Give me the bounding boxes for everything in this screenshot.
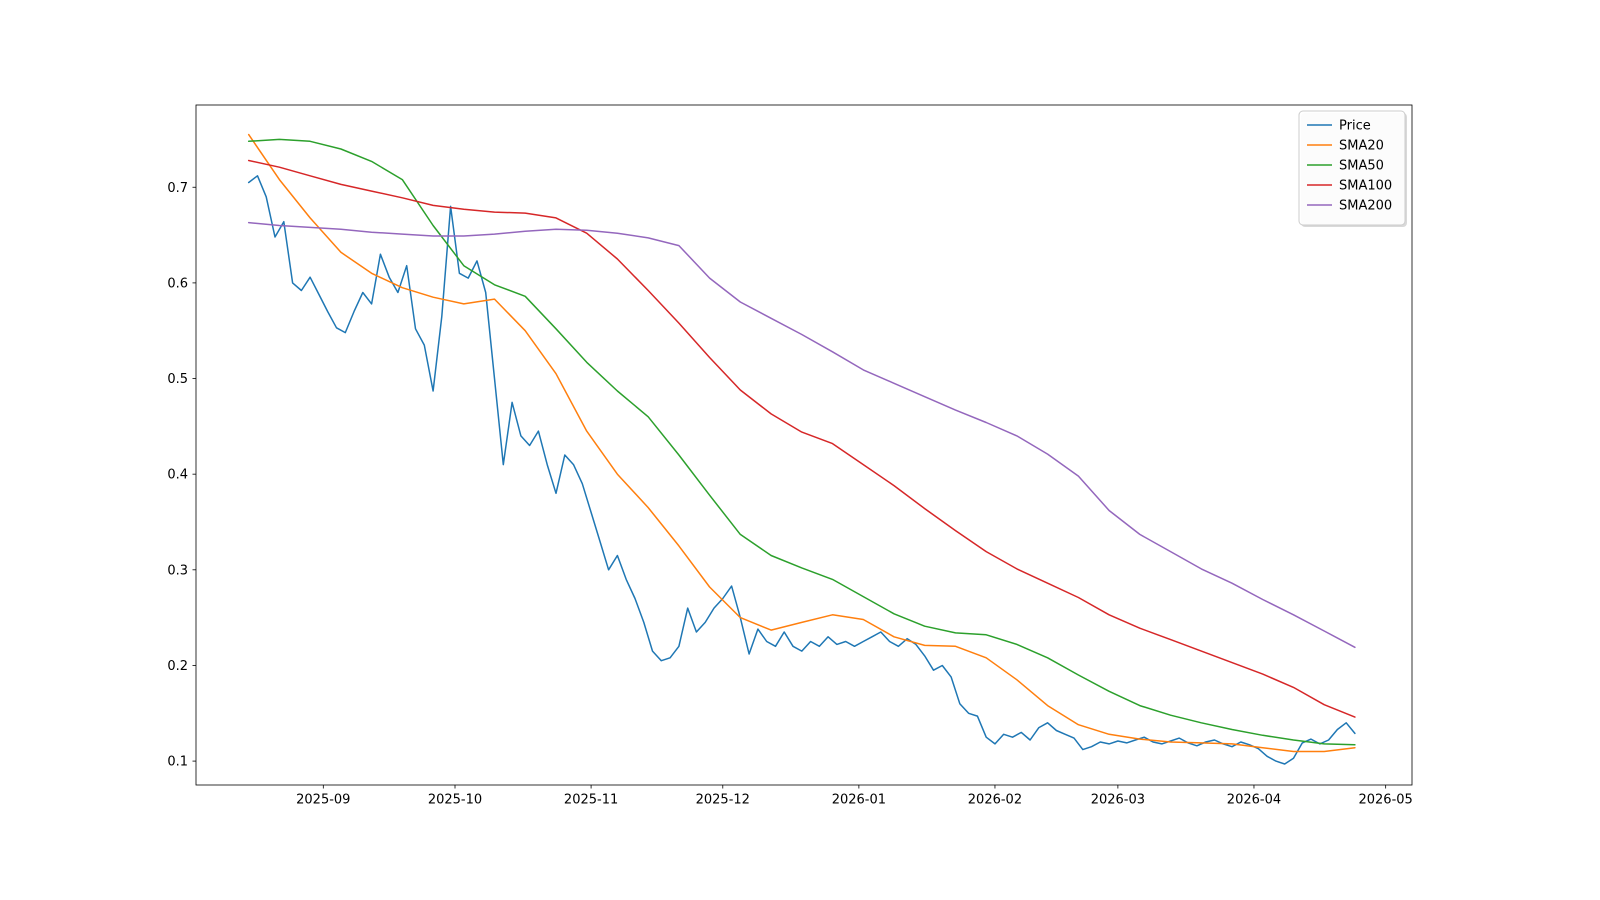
legend-label: SMA20: [1339, 139, 1384, 154]
x-tick-label: 2025-09: [296, 793, 350, 808]
x-tick-label: 2025-10: [428, 793, 482, 808]
y-tick-label: 0.2: [167, 659, 188, 674]
y-tick-label: 0.6: [167, 276, 188, 291]
y-tick-label: 0.3: [167, 563, 188, 578]
plot-area: [195, 104, 1413, 786]
legend-entry-sma20: SMA20: [1307, 139, 1384, 154]
x-tick-label: 2026-01: [832, 793, 886, 808]
legend-entry-price: Price: [1307, 119, 1371, 134]
x-tick-label: 2026-03: [1091, 793, 1145, 808]
series-line-sma50: [247, 138, 1356, 746]
y-tick-label: 0.1: [167, 755, 188, 770]
legend-label: SMA100: [1339, 179, 1392, 194]
x-tick-label: 2026-04: [1227, 793, 1281, 808]
series-line-sma200: [247, 221, 1356, 649]
legend-label: SMA200: [1339, 199, 1392, 214]
x-axis: 2025-09 2025-10 2025-11 2025-12 2026-01 2026-…: [296, 785, 1413, 808]
y-tick-label: 0.4: [167, 468, 188, 483]
legend: Price SMA20 SMA50 SMA100 SMA200: [1298, 110, 1407, 227]
legend-entry-sma200: SMA200: [1307, 199, 1392, 214]
x-tick-label: 2026-02: [968, 793, 1022, 808]
series-line-sma100: [247, 159, 1356, 718]
x-tick-label: 2026-05: [1358, 793, 1412, 808]
series-group: [247, 133, 1356, 765]
series-line-sma20: [247, 133, 1356, 753]
series-line-price: [247, 175, 1356, 765]
axes-spines: [195, 104, 1413, 786]
legend-label: SMA50: [1339, 159, 1384, 174]
y-tick-label: 0.5: [167, 372, 188, 387]
legend-box: [1298, 110, 1406, 226]
y-axis: 0.1 0.2 0.3 0.4 0.5 0.6 0.7: [167, 181, 196, 770]
legend-label: Price: [1339, 119, 1371, 134]
x-tick-label: 2025-11: [564, 793, 618, 808]
legend-entry-sma50: SMA50: [1307, 159, 1384, 174]
x-tick-label: 2025-12: [696, 793, 750, 808]
y-tick-label: 0.7: [167, 181, 188, 196]
legend-entry-sma100: SMA100: [1307, 179, 1392, 194]
